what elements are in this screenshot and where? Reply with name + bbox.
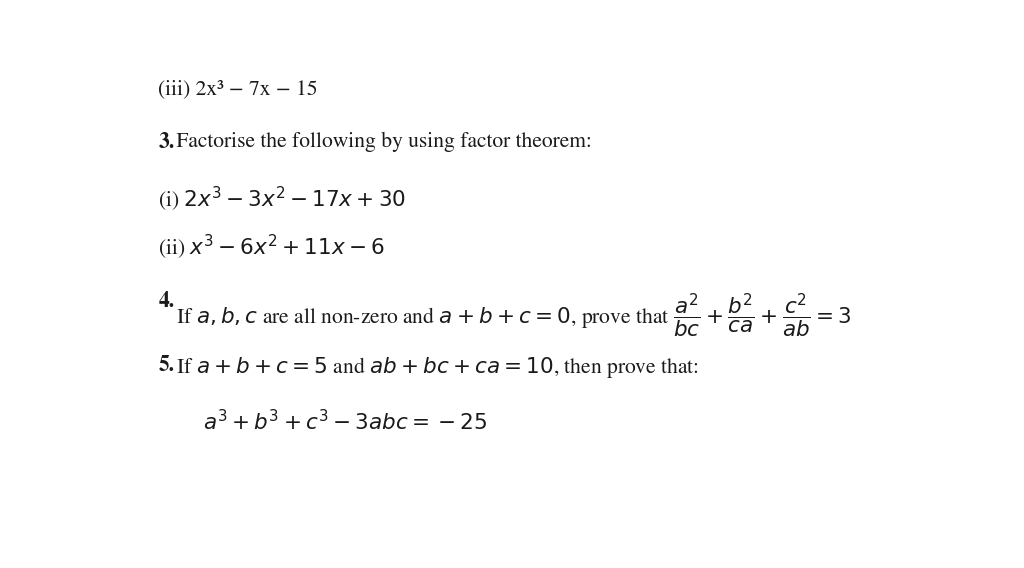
Text: 3.: 3. [158, 132, 174, 153]
Text: 4.: 4. [158, 291, 174, 312]
Text: If $a, b, c$ are all non-zero and $a + b + c = 0$, prove that $\dfrac{a^2}{bc} +: If $a, b, c$ are all non-zero and $a + b… [171, 291, 852, 339]
Text: 5.: 5. [158, 354, 174, 375]
Text: (ii) $x^3 - 6x^2 + 11x - 6$: (ii) $x^3 - 6x^2 + 11x - 6$ [158, 232, 385, 261]
Text: (i) $2x^3 - 3x^2 - 17x + 30$: (i) $2x^3 - 3x^2 - 17x + 30$ [158, 184, 407, 213]
Text: $a^3 + b^3 + c^3 - 3abc = -25$: $a^3 + b^3 + c^3 - 3abc = -25$ [204, 410, 487, 436]
Text: (iii) 2x³ − 7x − 15: (iii) 2x³ − 7x − 15 [158, 79, 317, 99]
Text: Factorise the following by using factor theorem:: Factorise the following by using factor … [171, 132, 592, 152]
Text: If $a + b + c = 5$ and $ab + bc + ca = 10$, then prove that:: If $a + b + c = 5$ and $ab + bc + ca = 1… [171, 354, 698, 379]
